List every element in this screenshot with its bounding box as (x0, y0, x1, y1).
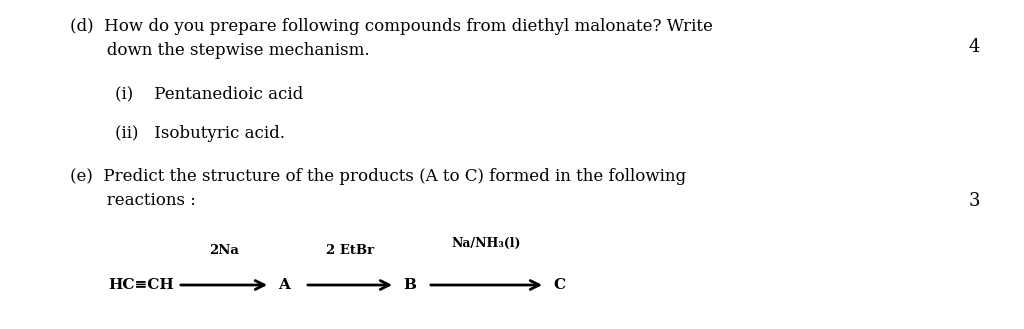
Text: (i)    Pentanedioic acid: (i) Pentanedioic acid (115, 85, 303, 102)
Text: (ii)   Isobutyric acid.: (ii) Isobutyric acid. (115, 125, 285, 142)
Text: 3: 3 (969, 192, 980, 210)
Text: (e)  Predict the structure of the products (A to C) formed in the following: (e) Predict the structure of the product… (70, 168, 686, 185)
Text: down the stepwise mechanism.: down the stepwise mechanism. (70, 42, 370, 59)
Text: B: B (403, 278, 416, 292)
Text: C: C (553, 278, 565, 292)
Text: (d)  How do you prepare following compounds from diethyl malonate? Write: (d) How do you prepare following compoun… (70, 18, 713, 35)
Text: 4: 4 (969, 38, 980, 56)
Text: A: A (278, 278, 290, 292)
Text: Na/NH₃(l): Na/NH₃(l) (452, 237, 521, 250)
Text: HC≡CH: HC≡CH (108, 278, 174, 292)
Text: reactions :: reactions : (70, 192, 196, 209)
Text: 2 EtBr: 2 EtBr (326, 244, 374, 257)
Text: 2Na: 2Na (209, 244, 239, 257)
